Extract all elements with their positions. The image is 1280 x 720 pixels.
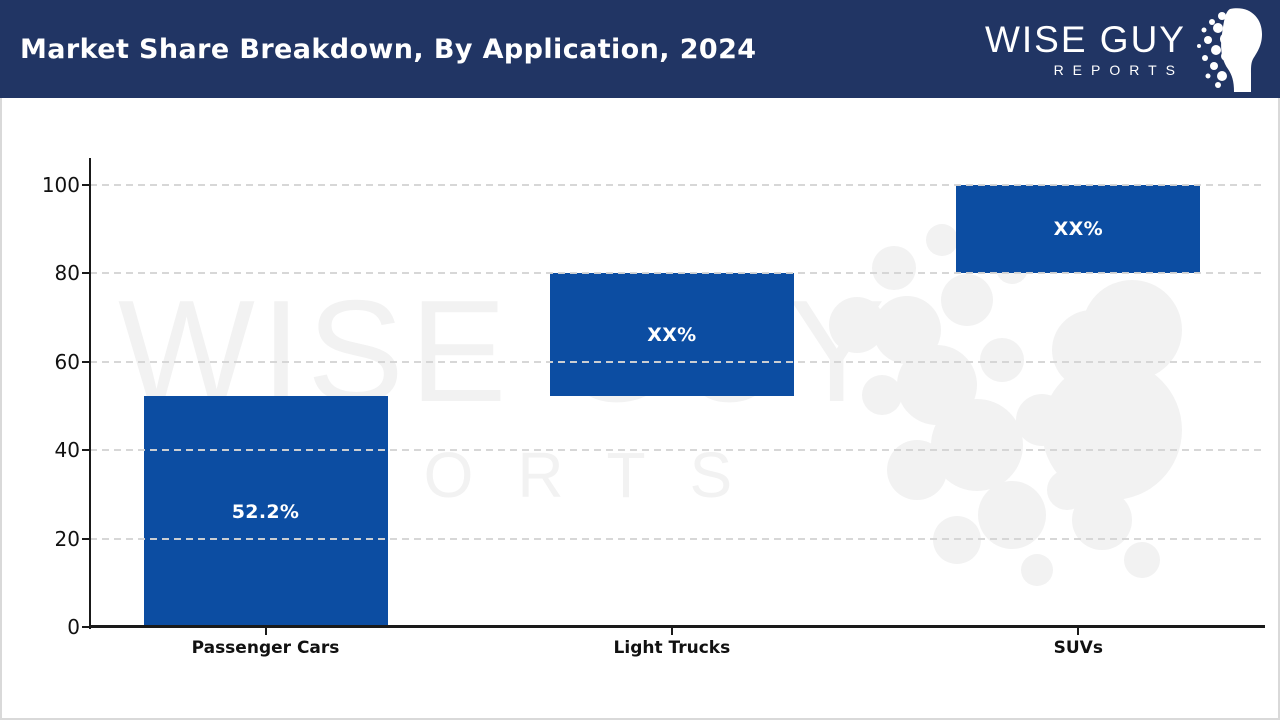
- y-axis-tick: [82, 184, 90, 186]
- bar-suvs: XX%: [956, 185, 1201, 274]
- watermark-dot: [933, 516, 981, 564]
- logo-wordmark: WISE GUY: [984, 18, 1186, 60]
- wiseguy-logo: WISE GUY REPORTS: [985, 6, 1280, 92]
- chart-canvas: WISE GUY REPORTS 0 20 40 60 80 100 52.2% Passen…: [0, 98, 1280, 720]
- gridline-y-80: [90, 272, 1264, 275]
- x-axis-tick: [1077, 627, 1080, 635]
- y-axis-tick: [82, 360, 90, 363]
- x-axis-category-label: Passenger Cars: [191, 638, 340, 658]
- logo-text: WISE GUY REPORTS: [985, 21, 1186, 78]
- bar-light-trucks: XX%: [549, 273, 794, 397]
- watermark-dot: [872, 246, 916, 290]
- x-axis-category-label: Light Trucks: [613, 638, 731, 658]
- y-axis-tick: [82, 626, 90, 628]
- watermark-dot: [980, 338, 1024, 382]
- bar-passenger-cars: 52.2%: [143, 396, 388, 627]
- x-axis-category-label: SUVs: [1053, 638, 1103, 658]
- x-axis-tick: [670, 627, 673, 635]
- gridline-y-40: [90, 449, 1264, 452]
- watermark-dot: [1072, 490, 1132, 550]
- watermark-dot: [1042, 360, 1182, 500]
- bar-value-label: 52.2%: [231, 500, 300, 523]
- y-axis-tick: [82, 449, 90, 452]
- logo-face-icon: [1197, 8, 1262, 92]
- y-axis-tick-label: 100: [41, 173, 80, 197]
- watermark-dot: [926, 224, 958, 256]
- header-bar: Market Share Breakdown, By Application, …: [0, 0, 1280, 98]
- bar-value-label: XX%: [1053, 218, 1103, 241]
- x-axis-line: [89, 625, 1265, 628]
- plot-area: WISE GUY REPORTS 0 20 40 60 80 100 52.2% Passen…: [2, 98, 1278, 718]
- bar-value-label: XX%: [647, 323, 697, 346]
- gridline-y-60: [90, 360, 1264, 363]
- y-axis-tick-label: 40: [54, 438, 80, 463]
- watermark-dot: [862, 375, 902, 415]
- watermark-dot: [941, 274, 993, 326]
- page-title: Market Share Breakdown, By Application, …: [20, 33, 757, 65]
- y-axis-tick: [82, 272, 90, 275]
- y-axis-tick: [82, 537, 90, 540]
- y-axis-tick-label: 20: [54, 526, 80, 551]
- watermark-dot: [1021, 554, 1053, 586]
- y-axis-tick-label: 80: [54, 261, 80, 286]
- gridline-y-20: [90, 537, 1264, 540]
- y-axis-line: [89, 158, 91, 629]
- watermark-dot: [931, 399, 1023, 491]
- watermark-dot: [1124, 542, 1160, 578]
- x-axis-tick: [264, 627, 267, 635]
- gridline-y-100: [90, 184, 1264, 186]
- logo-subtitle: REPORTS: [1053, 61, 1184, 78]
- y-axis-tick-label: 60: [54, 349, 80, 374]
- y-axis-tick-label: 0: [67, 615, 80, 639]
